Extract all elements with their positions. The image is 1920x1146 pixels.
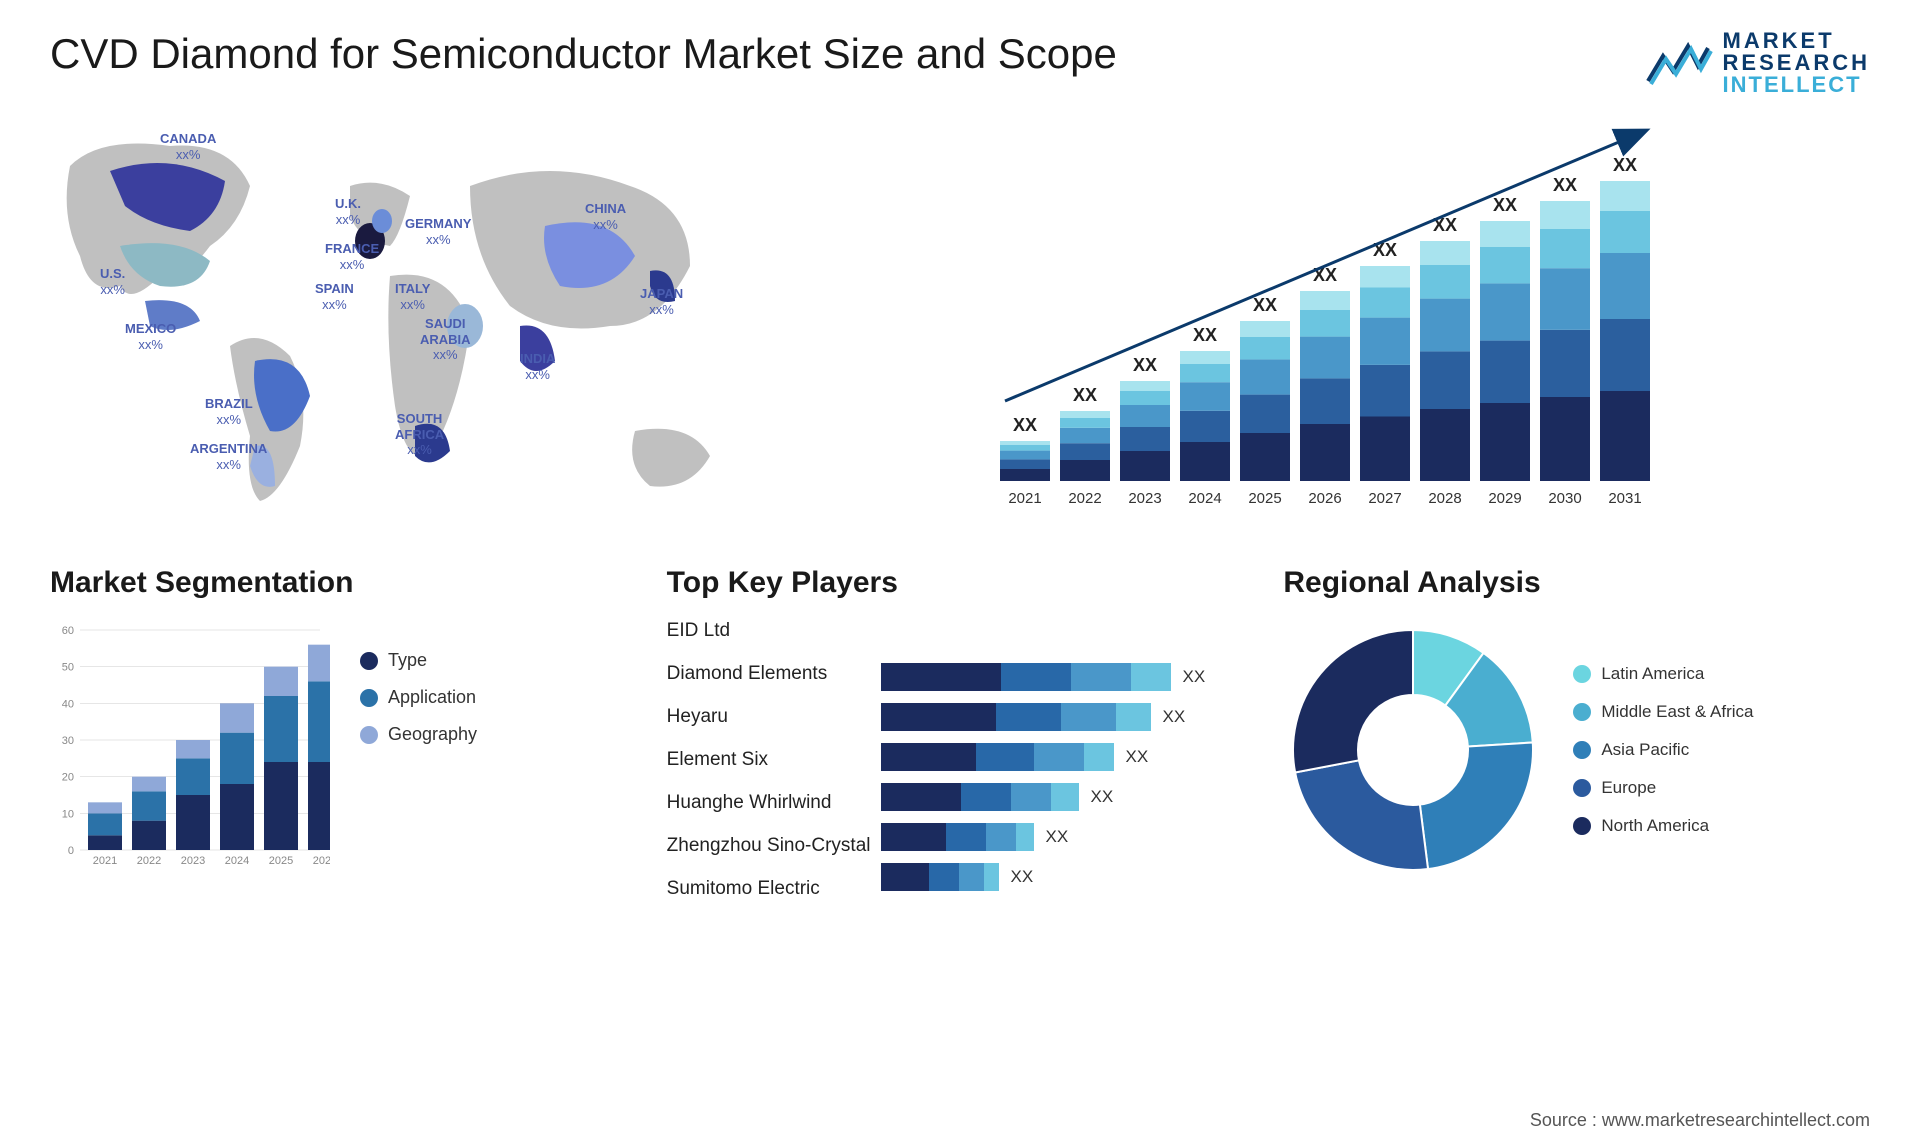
svg-text:XX: XX	[1553, 175, 1577, 195]
segmentation-title: Market Segmentation	[50, 566, 637, 600]
player-name: Huanghe Whirlwind	[667, 792, 871, 814]
svg-text:XX: XX	[1013, 415, 1037, 435]
svg-text:2022: 2022	[137, 855, 161, 867]
map-label: ARGENTINAxx%	[190, 441, 267, 472]
svg-text:0: 0	[68, 845, 74, 857]
legend-item: Middle East & Africa	[1573, 702, 1753, 722]
svg-text:XX: XX	[1613, 155, 1637, 175]
logo-text-1: MARKET	[1723, 30, 1870, 52]
svg-text:30: 30	[62, 735, 74, 747]
player-bar-row: XX	[881, 780, 1254, 814]
svg-text:XX: XX	[1253, 295, 1277, 315]
player-name: Diamond Elements	[667, 663, 871, 685]
player-name: Heyaru	[667, 706, 871, 728]
player-bar-row: XX	[881, 820, 1254, 854]
players-bars: XX XX XX XX XX XX	[881, 620, 1254, 900]
players-list: EID Ltd Diamond Elements Heyaru Element Six…	[667, 620, 871, 900]
svg-text:XX: XX	[1493, 195, 1517, 215]
legend-item: Latin America	[1573, 664, 1753, 684]
page-title: CVD Diamond for Semiconductor Market Siz…	[50, 30, 1117, 78]
svg-text:2023: 2023	[181, 855, 205, 867]
regional-panel: Regional Analysis Latin America Middle Ea…	[1283, 566, 1870, 900]
svg-text:2021: 2021	[1008, 490, 1041, 507]
svg-text:50: 50	[62, 662, 74, 674]
svg-text:2023: 2023	[1128, 490, 1161, 507]
svg-text:XX: XX	[1133, 355, 1157, 375]
svg-text:2025: 2025	[269, 855, 293, 867]
source-citation: Source : www.marketresearchintellect.com	[1530, 1110, 1870, 1131]
svg-text:40: 40	[62, 698, 74, 710]
map-label: JAPANxx%	[640, 286, 683, 317]
legend-item: North America	[1573, 816, 1753, 836]
regional-title: Regional Analysis	[1283, 566, 1870, 600]
legend-item: Application	[360, 687, 477, 708]
player-bar-row: XX	[881, 860, 1254, 894]
segmentation-chart: 0 10 20 30 40 50 60 2021 2022 2023 2024 2025 2026	[50, 620, 330, 880]
map-label: MEXICOxx%	[125, 321, 176, 352]
player-name: Element Six	[667, 749, 871, 771]
world-map-panel: CANADAxx% U.S.xx%MEXICOxx% BRAZILxx% ARGENT…	[50, 126, 940, 526]
svg-text:XX: XX	[1193, 325, 1217, 345]
map-label: SOUTHAFRICAxx%	[395, 411, 444, 458]
svg-text:2025: 2025	[1248, 490, 1281, 507]
map-label: SPAINxx%	[315, 281, 354, 312]
map-label: U.K.xx%	[335, 196, 361, 227]
logo-text-3: INTELLECT	[1723, 74, 1870, 96]
player-bar-row: XX	[881, 740, 1254, 774]
logo-text-2: RESEARCH	[1723, 52, 1870, 74]
regional-legend: Latin America Middle East & Africa Asia Pa…	[1573, 664, 1753, 836]
regional-donut	[1283, 620, 1543, 880]
player-name: EID Ltd	[667, 620, 871, 642]
map-label: GERMANYxx%	[405, 216, 471, 247]
svg-text:2024: 2024	[225, 855, 249, 867]
svg-text:2026: 2026	[313, 855, 330, 867]
player-name: Sumitomo Electric	[667, 878, 871, 900]
svg-text:2031: 2031	[1608, 490, 1641, 507]
svg-text:2024: 2024	[1188, 490, 1221, 507]
map-label: FRANCExx%	[325, 241, 379, 272]
map-label: CHINAxx%	[585, 201, 626, 232]
svg-text:2021: 2021	[93, 855, 117, 867]
map-label: ITALYxx%	[395, 281, 430, 312]
svg-text:2028: 2028	[1428, 490, 1461, 507]
brand-logo: MARKET RESEARCH INTELLECT	[1643, 30, 1870, 96]
forecast-chart: XX 2021 XX 2022 XX 2023 XX 2024 XX 2025 XX 2026 XX 20…	[980, 126, 1680, 526]
map-label: U.S.xx%	[100, 266, 125, 297]
players-panel: Top Key Players EID Ltd Diamond Elements H…	[667, 566, 1254, 900]
logo-mark-icon	[1643, 36, 1713, 91]
svg-text:10: 10	[62, 808, 74, 820]
segmentation-panel: Market Segmentation 0 10 20 30 40 50 60 2021 202…	[50, 566, 637, 900]
svg-text:2030: 2030	[1548, 490, 1581, 507]
map-label: SAUDIARABIAxx%	[420, 316, 471, 363]
svg-text:XX: XX	[1073, 385, 1097, 405]
svg-text:20: 20	[62, 772, 74, 784]
legend-item: Asia Pacific	[1573, 740, 1753, 760]
players-title: Top Key Players	[667, 566, 1254, 600]
legend-item: Geography	[360, 724, 477, 745]
player-bar-row: XX	[881, 660, 1254, 694]
map-label: BRAZILxx%	[205, 396, 253, 427]
svg-text:2027: 2027	[1368, 490, 1401, 507]
svg-text:2026: 2026	[1308, 490, 1341, 507]
segmentation-legend: Type Application Geography	[360, 620, 477, 880]
player-bar-row	[881, 620, 1254, 654]
legend-item: Type	[360, 650, 477, 671]
forecast-chart-panel: XX 2021 XX 2022 XX 2023 XX 2024 XX 2025 XX 2026 XX 20…	[980, 126, 1870, 526]
map-label: CANADAxx%	[160, 131, 216, 162]
svg-text:2029: 2029	[1488, 490, 1521, 507]
map-label: INDIAxx%	[520, 351, 555, 382]
legend-item: Europe	[1573, 778, 1753, 798]
svg-text:2022: 2022	[1068, 490, 1101, 507]
svg-text:60: 60	[62, 625, 74, 637]
player-bar-row: XX	[881, 700, 1254, 734]
player-name: Zhengzhou Sino-Crystal	[667, 835, 871, 857]
